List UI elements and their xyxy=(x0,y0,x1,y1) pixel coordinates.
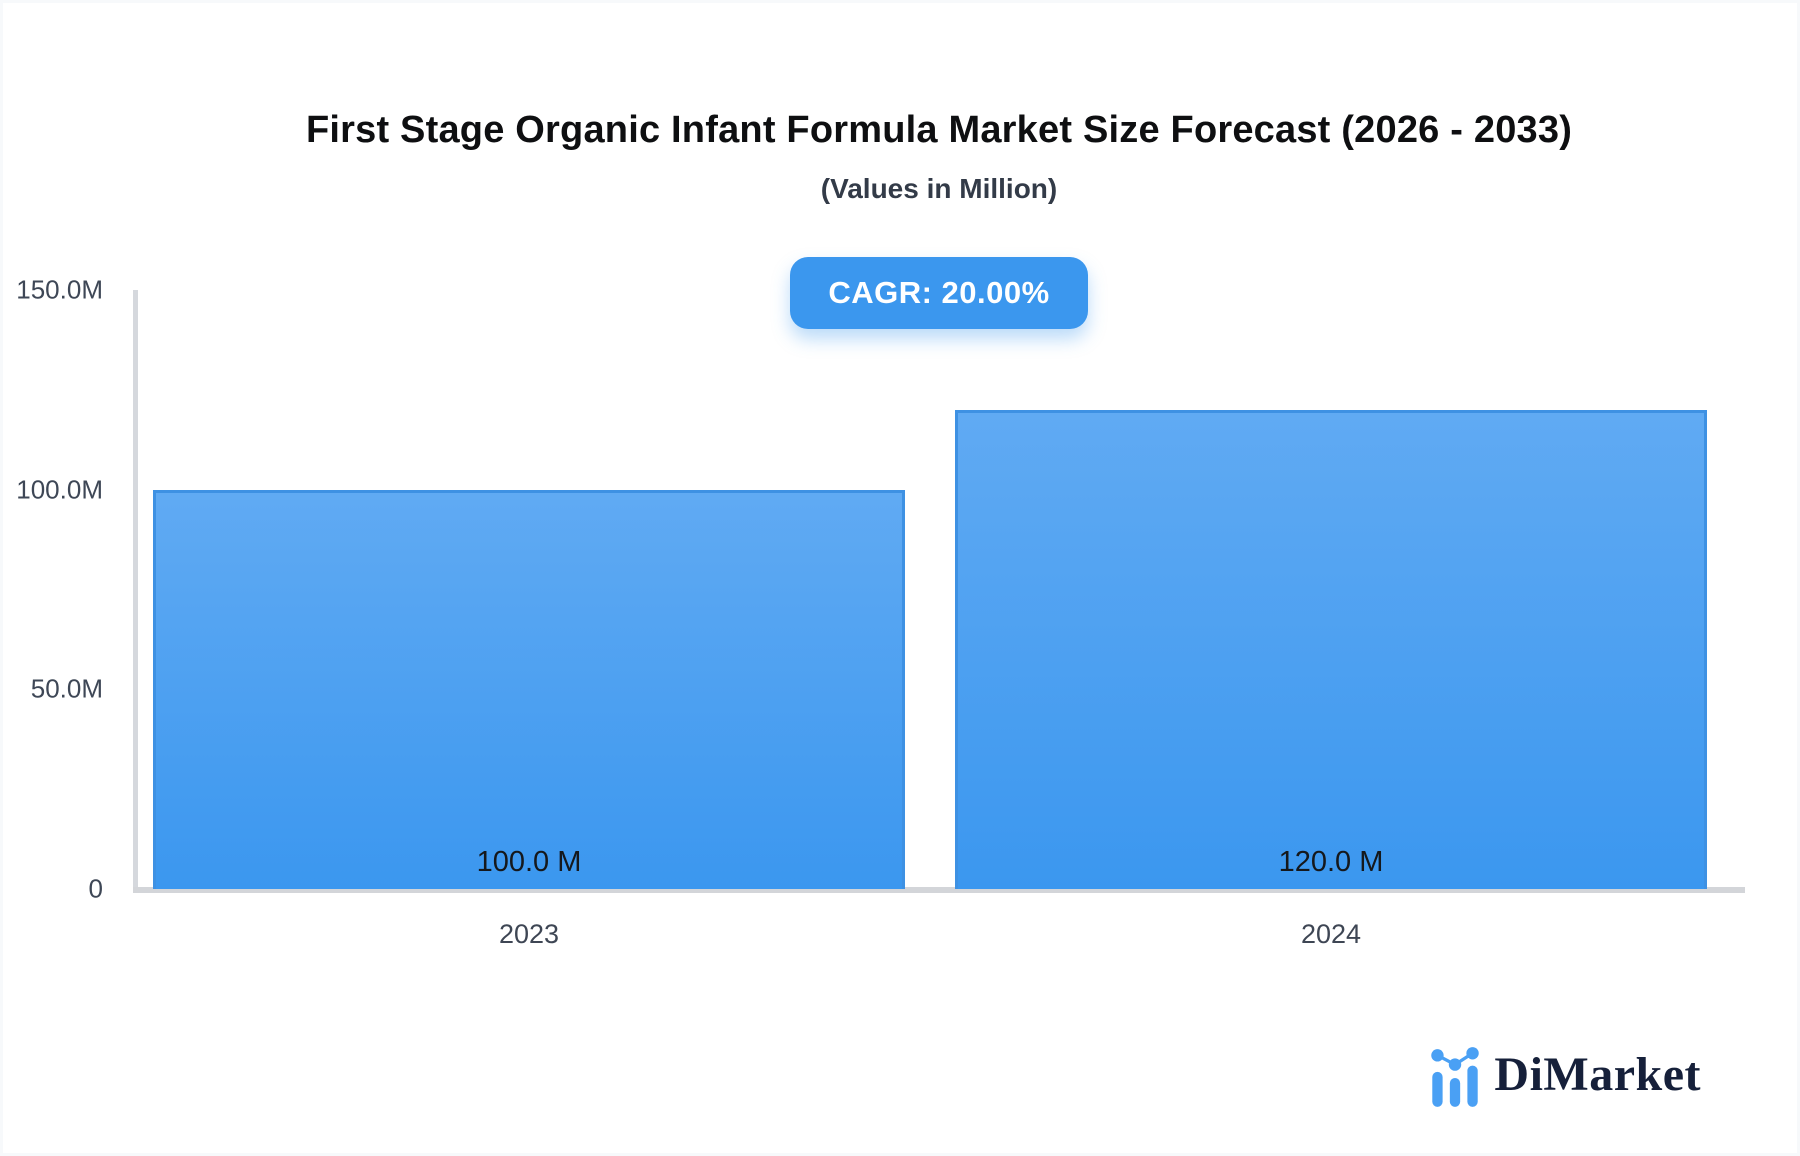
bar-2024 xyxy=(955,410,1707,889)
x-axis-label-2024: 2024 xyxy=(1300,919,1362,949)
dimarket-logo-text: DiMarket xyxy=(1494,1048,1701,1101)
cagr-badge-row: CAGR: 20.00% xyxy=(133,257,1745,329)
y-tick-50: 50.0M xyxy=(3,673,103,705)
y-tick-150: 150.0M xyxy=(3,274,103,306)
plot-area: 150.0M 100.0M 50.0M 0 100.0 M 2023 120.0… xyxy=(16,275,1745,949)
bar-line-chart-logo-icon xyxy=(1431,1047,1480,1107)
chart-subtitle: (Values in Million) xyxy=(133,173,1745,205)
x-axis-label-2023: 2023 xyxy=(498,919,560,949)
y-tick-label: 150.0M xyxy=(16,274,103,305)
bar-value-label-2024: 120.0 M xyxy=(1278,846,1384,878)
dimarket-logo: DiMarket xyxy=(1430,1045,1701,1109)
page-title: First Stage Organic Infant Formula Marke… xyxy=(133,109,1745,152)
bar-value-label-2023: 100.0 M xyxy=(476,846,582,878)
y-axis-line xyxy=(133,290,138,889)
bar-2023 xyxy=(153,490,905,889)
chart-title-text: First Stage Organic Infant Formula Marke… xyxy=(305,109,1573,151)
x-axis-baseline xyxy=(133,887,1745,893)
y-tick-label: 0 xyxy=(88,873,103,904)
y-tick-100: 100.0M xyxy=(3,474,103,506)
chart-subtitle-text: (Values in Million) xyxy=(820,173,1058,204)
cagr-badge: CAGR: 20.00% xyxy=(790,257,1088,329)
y-tick-0: 0 xyxy=(3,873,103,905)
y-tick-label: 50.0M xyxy=(30,673,103,704)
y-tick-label: 100.0M xyxy=(16,474,103,505)
